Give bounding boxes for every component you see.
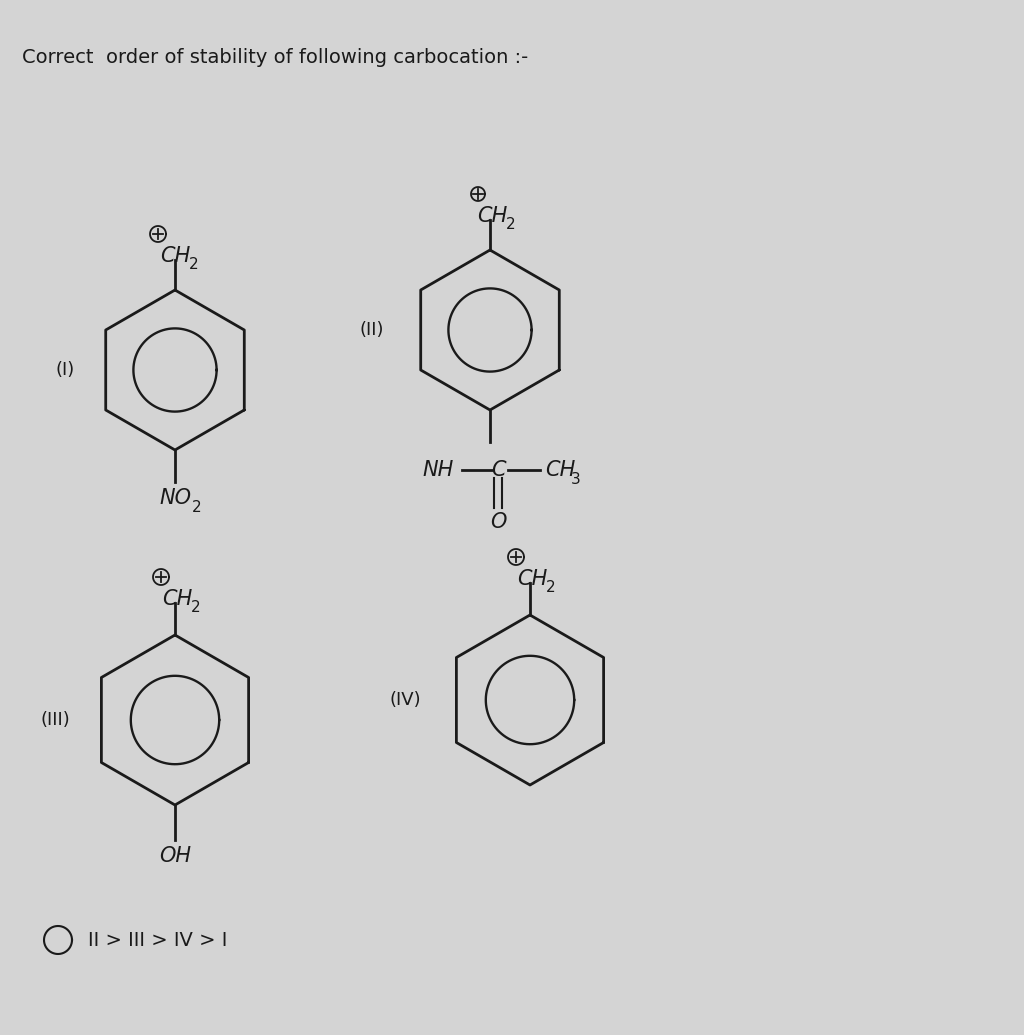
Text: 2: 2 <box>189 257 199 272</box>
Text: CH: CH <box>477 206 507 226</box>
Text: (I): (I) <box>55 361 75 379</box>
Text: OH: OH <box>159 846 191 866</box>
Text: (III): (III) <box>40 711 70 729</box>
Text: 2: 2 <box>506 217 516 232</box>
Text: C: C <box>490 460 505 480</box>
Text: NH: NH <box>422 460 454 480</box>
Text: II > III > IV > I: II > III > IV > I <box>88 930 227 949</box>
Text: 3: 3 <box>571 473 581 487</box>
Text: CH: CH <box>517 569 547 589</box>
Text: NO: NO <box>159 487 191 508</box>
Text: O: O <box>489 512 506 532</box>
Text: CH: CH <box>160 246 190 266</box>
Text: CH: CH <box>162 589 193 609</box>
Text: (II): (II) <box>359 321 384 339</box>
Text: 2: 2 <box>191 600 201 615</box>
Text: (IV): (IV) <box>389 691 421 709</box>
Text: CH: CH <box>545 460 575 480</box>
Text: Correct  order of stability of following carbocation :-: Correct order of stability of following … <box>22 48 528 67</box>
Text: 2: 2 <box>546 580 556 595</box>
Text: 2: 2 <box>193 500 202 515</box>
